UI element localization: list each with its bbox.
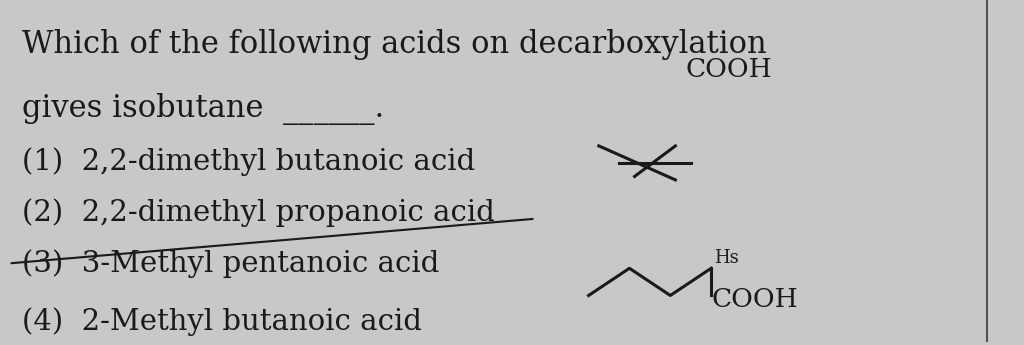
Text: (1)  2,2-dimethyl butanoic acid: (1) 2,2-dimethyl butanoic acid [22,148,475,176]
Text: (2)  2,2-dimethyl propanoic acid: (2) 2,2-dimethyl propanoic acid [22,199,495,227]
Text: (3)  3-Methyl pentanoic acid: (3) 3-Methyl pentanoic acid [22,249,439,278]
Text: (4)  2-Methyl butanoic acid: (4) 2-Methyl butanoic acid [22,307,422,336]
Text: gives isobutane  ______.: gives isobutane ______. [22,93,384,125]
Text: Hs: Hs [714,249,739,267]
Text: COOH: COOH [686,57,772,82]
Text: COOH: COOH [711,287,798,312]
Text: Which of the following acids on decarboxylation: Which of the following acids on decarbox… [22,29,767,60]
